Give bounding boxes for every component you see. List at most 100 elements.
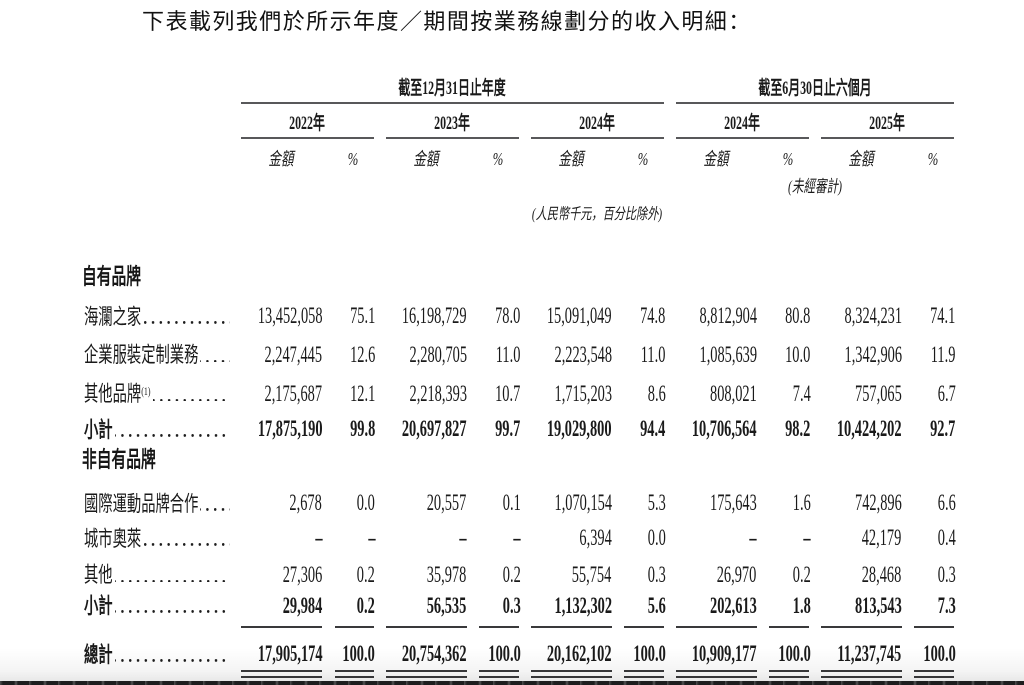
total-rule1-p-3 bbox=[768, 670, 809, 673]
total-rule2-p-3 bbox=[768, 675, 809, 678]
cell-value: 20,697,827 bbox=[401, 416, 467, 442]
total-rule1-a-4 bbox=[820, 670, 902, 673]
cell-value: 11.9 bbox=[930, 342, 956, 368]
cell-value: 1.8 bbox=[792, 592, 811, 618]
subtotal-rule-a-0 bbox=[240, 626, 322, 629]
cell-value: 6.6 bbox=[937, 490, 956, 516]
cell-value: 29,984 bbox=[282, 592, 322, 618]
cell-value: 175,643 bbox=[709, 490, 757, 516]
cell-value: 20,557 bbox=[426, 490, 467, 516]
cell-value: 6.7 bbox=[937, 381, 956, 407]
subtotal-rule-p-2 bbox=[623, 626, 664, 629]
cell-value: 17,875,190 bbox=[257, 416, 322, 442]
year-label-3: 2024年 bbox=[724, 112, 761, 134]
cell-value: 2,223,548 bbox=[554, 342, 612, 368]
cell-value: 6,394 bbox=[579, 525, 612, 551]
cell-value: 98.2 bbox=[785, 416, 811, 442]
amount-header-4: 金額 bbox=[848, 148, 874, 169]
cell-value: 100.0 bbox=[923, 642, 955, 665]
row-label: 國際運動品牌合作 bbox=[84, 493, 198, 516]
total-rule2-p-0 bbox=[334, 675, 374, 678]
section-header-label: 自有品牌 bbox=[82, 263, 141, 289]
cell-value: 8,812,904 bbox=[699, 303, 757, 329]
cell-value: 0.3 bbox=[647, 561, 666, 587]
cell-value: 56,535 bbox=[426, 592, 467, 618]
cell-value: 757,065 bbox=[854, 381, 902, 407]
cell-value: 742,896 bbox=[854, 490, 902, 516]
cell-value: 813,543 bbox=[854, 592, 902, 618]
footnote-marker: (1) bbox=[141, 383, 151, 398]
group-rule-six-months bbox=[675, 101, 954, 104]
cell-value: 5.3 bbox=[647, 490, 666, 516]
row-label: 企業服裝定制業務 bbox=[84, 345, 198, 367]
cell-value: 10.7 bbox=[495, 381, 521, 407]
year-rule-2 bbox=[530, 137, 664, 140]
cell-value: 0.4 bbox=[937, 525, 956, 551]
total-rule2-a-1 bbox=[385, 675, 467, 678]
cell-value: – bbox=[803, 525, 811, 551]
cell-value: 13,452,058 bbox=[257, 303, 322, 329]
row-label-text: 海瀾之家 bbox=[84, 304, 142, 329]
cell-value: 100.0 bbox=[488, 642, 520, 665]
leader-dots bbox=[143, 543, 230, 546]
cell-value: 20,754,362 bbox=[402, 642, 467, 665]
row-label: 海瀾之家 bbox=[84, 304, 142, 329]
year-label-4: 2025年 bbox=[869, 112, 906, 134]
leader-dots bbox=[200, 359, 230, 363]
cell-value: 55,754 bbox=[571, 561, 612, 587]
col-group-label-year-ended: 截至12月31日止年度 bbox=[398, 78, 506, 100]
cell-value: 11.0 bbox=[495, 342, 521, 368]
cell-value: 0.0 bbox=[357, 490, 375, 516]
percent-header-4: % bbox=[927, 148, 939, 169]
cell-value: 1,342,906 bbox=[844, 342, 902, 368]
cell-value: 1,070,154 bbox=[554, 490, 612, 516]
row-label-text: 小計 bbox=[84, 593, 113, 618]
total-rule2-p-1 bbox=[478, 675, 519, 678]
subtotal-rule-a-4 bbox=[820, 626, 902, 629]
cell-value: 20,162,102 bbox=[547, 642, 612, 665]
row-label: 城市奧萊 bbox=[84, 528, 141, 551]
subtotal-rule-p-0 bbox=[334, 626, 374, 629]
cell-value: 0.1 bbox=[502, 490, 521, 516]
total-rule2-p-2 bbox=[623, 675, 664, 678]
total-rule1-p-4 bbox=[913, 670, 954, 673]
percent-header-0: % bbox=[347, 148, 359, 169]
row-label-text: 其他 bbox=[84, 563, 113, 588]
year-rule-1 bbox=[385, 137, 519, 140]
cell-value: 10,424,202 bbox=[836, 416, 902, 442]
cell-value: 15,091,049 bbox=[546, 303, 612, 329]
total-rule2-a-3 bbox=[675, 675, 757, 678]
cell-value: – bbox=[314, 525, 322, 551]
cell-value: 2,218,393 bbox=[409, 381, 467, 407]
section-header: 自有品牌 bbox=[82, 263, 141, 289]
cell-value: 11.0 bbox=[640, 342, 666, 368]
subtotal-rule-a-3 bbox=[675, 626, 757, 629]
cell-value: 92.7 bbox=[930, 416, 956, 442]
cell-value: – bbox=[459, 525, 467, 551]
cell-value: 808,021 bbox=[709, 381, 757, 407]
cell-value: 100.0 bbox=[633, 642, 665, 665]
cell-value: 27,306 bbox=[282, 561, 322, 587]
cell-value: 75.1 bbox=[349, 303, 375, 329]
cell-value: 0.2 bbox=[792, 561, 811, 587]
cell-value: 2,678 bbox=[289, 490, 322, 516]
year-rule-4 bbox=[820, 137, 954, 140]
year-label-0: 2022年 bbox=[289, 112, 325, 134]
cell-value: 26,970 bbox=[716, 561, 757, 587]
total-rule1-a-2 bbox=[530, 670, 612, 673]
cell-value: 10,909,177 bbox=[692, 642, 757, 665]
cell-value: 74.1 bbox=[930, 303, 956, 329]
cell-value: 78.0 bbox=[495, 303, 521, 329]
row-label-text: 小計 bbox=[84, 417, 113, 442]
cell-value: 0.3 bbox=[502, 592, 521, 618]
year-label-1: 2023年 bbox=[434, 112, 471, 134]
cell-value: 42,179 bbox=[861, 525, 902, 551]
cell-value: 7.4 bbox=[792, 381, 811, 407]
total-rule2-a-0 bbox=[240, 675, 322, 678]
leader-dots bbox=[143, 321, 230, 324]
cell-value: 16,198,729 bbox=[401, 303, 467, 329]
group-rule-year-ended bbox=[240, 101, 664, 104]
amount-header-0: 金額 bbox=[268, 148, 294, 169]
total-rule2-a-2 bbox=[530, 675, 612, 678]
cell-value: 99.7 bbox=[495, 416, 521, 442]
